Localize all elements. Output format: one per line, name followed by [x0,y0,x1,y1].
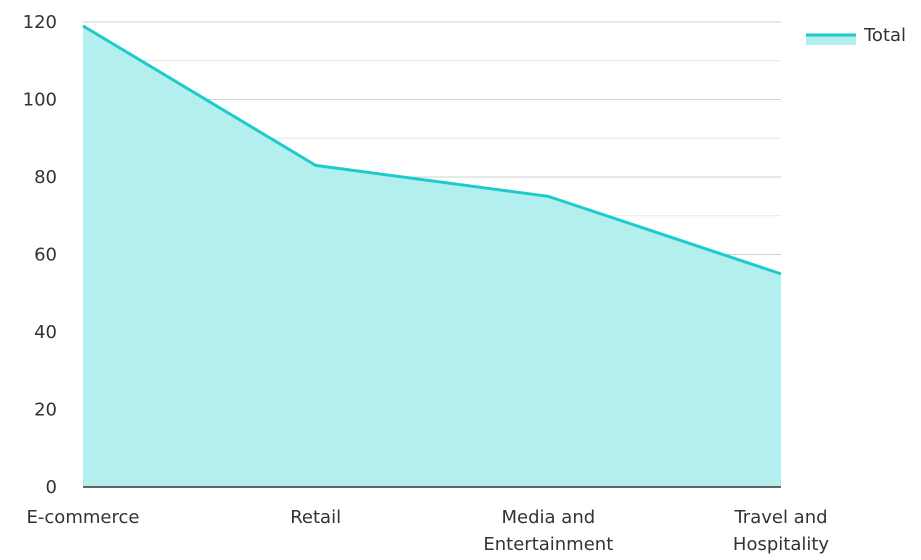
series-area-total [83,25,781,487]
legend-label-total: Total [863,25,906,46]
legend-swatch-total [806,35,856,45]
legend[interactable]: Total [806,25,906,46]
x-tick-label-2: Media and Entertainment [483,507,613,555]
x-tick-label-3: Travel and Hospitality [733,507,830,555]
x-tick-label-0: E-commerce [27,507,140,528]
y-tick-label-0: 0 [46,477,57,498]
y-tick-label-100: 100 [23,90,57,111]
x-tick-label-1: Retail [290,507,341,528]
y-tick-label-20: 20 [34,400,57,421]
y-tick-label-60: 60 [34,245,57,266]
y-axis-ticks: 0 20 40 60 80 100 120 [23,12,57,498]
y-tick-label-40: 40 [34,322,57,343]
series-area-layer [82,24,782,487]
series-line-total [82,24,782,276]
y-tick-label-120: 120 [23,12,57,33]
x-axis-ticks: E-commerce Retail Media and Entertainment Tr… [27,507,830,555]
y-tick-label-80: 80 [34,167,57,188]
